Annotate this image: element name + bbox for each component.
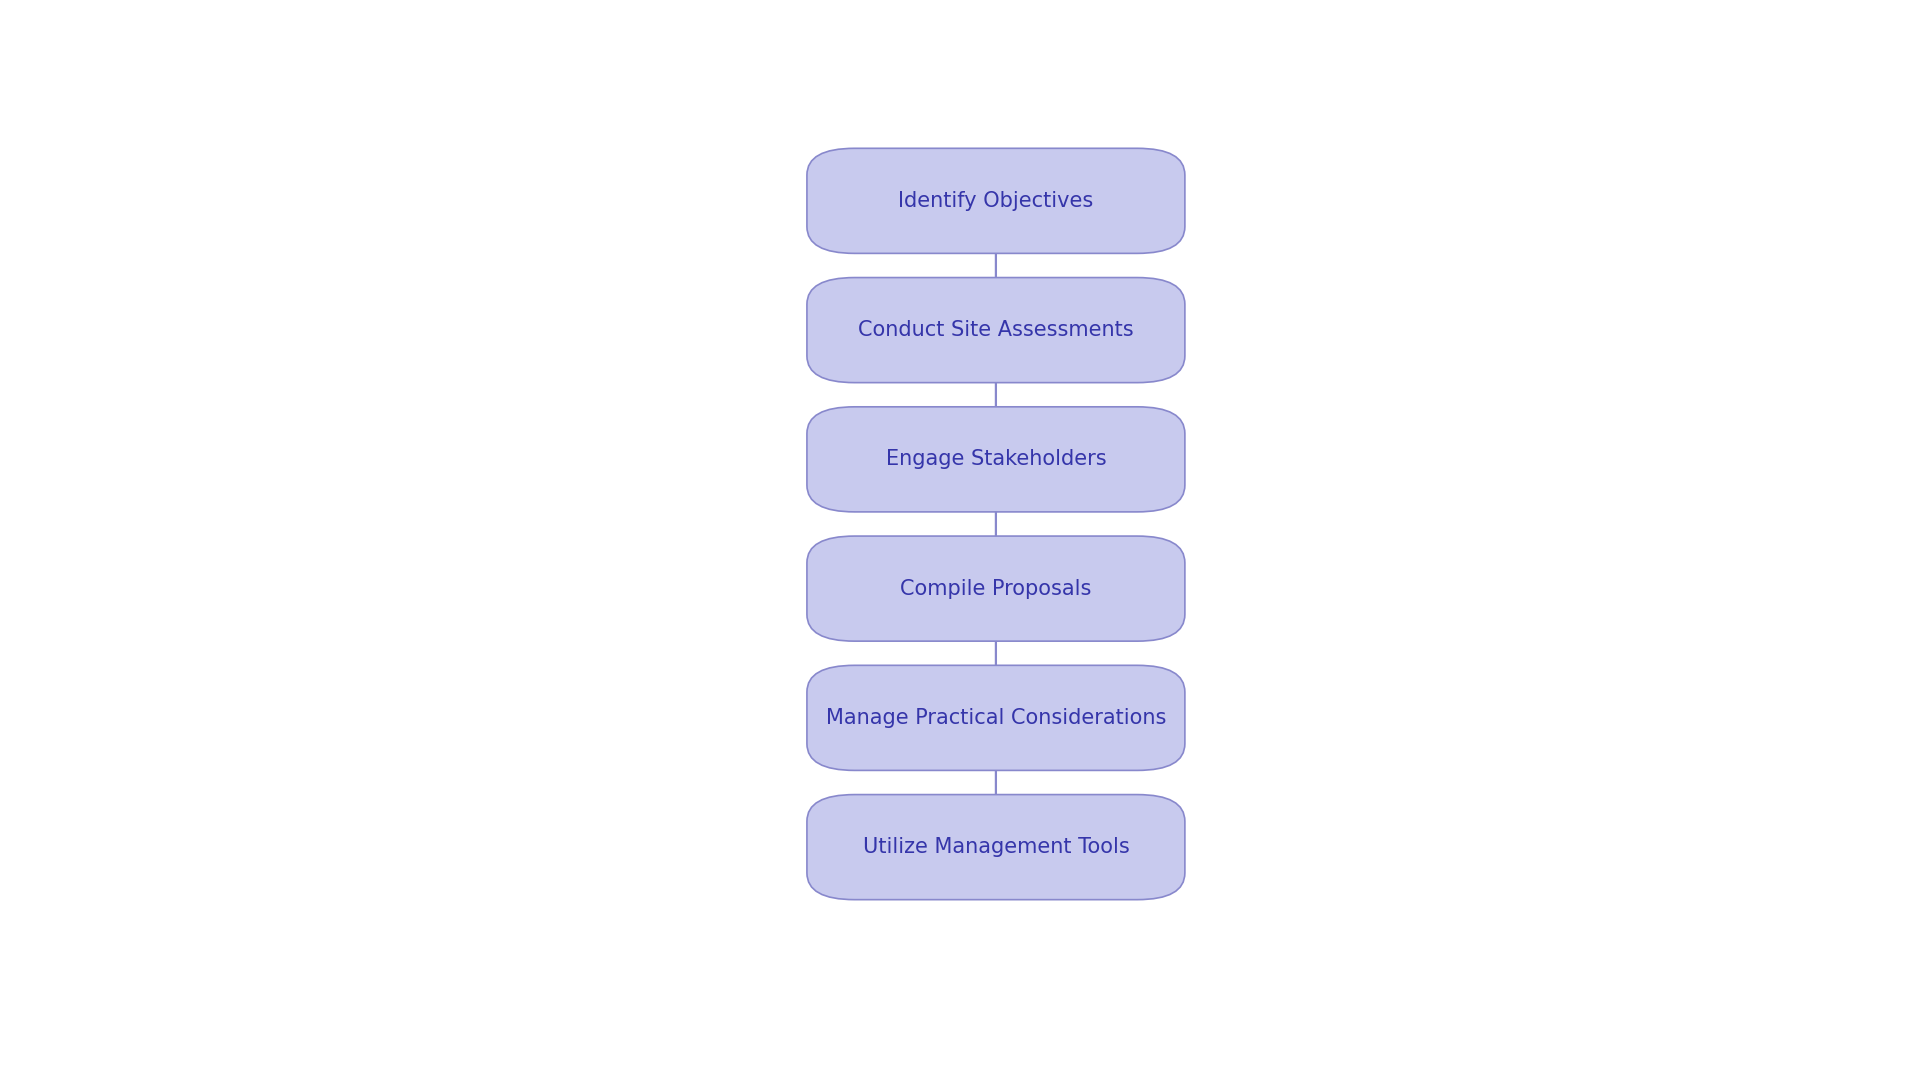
FancyBboxPatch shape [806,795,1185,900]
Text: Conduct Site Assessments: Conduct Site Assessments [858,321,1133,340]
FancyBboxPatch shape [806,407,1185,512]
FancyBboxPatch shape [806,665,1185,770]
FancyBboxPatch shape [806,277,1185,382]
FancyBboxPatch shape [806,536,1185,641]
Text: Manage Practical Considerations: Manage Practical Considerations [826,708,1165,728]
FancyBboxPatch shape [806,148,1185,253]
Text: Engage Stakeholders: Engage Stakeholders [885,449,1106,469]
Text: Utilize Management Tools: Utilize Management Tools [862,837,1129,857]
Text: Compile Proposals: Compile Proposals [900,578,1092,599]
Text: Identify Objectives: Identify Objectives [899,191,1094,211]
